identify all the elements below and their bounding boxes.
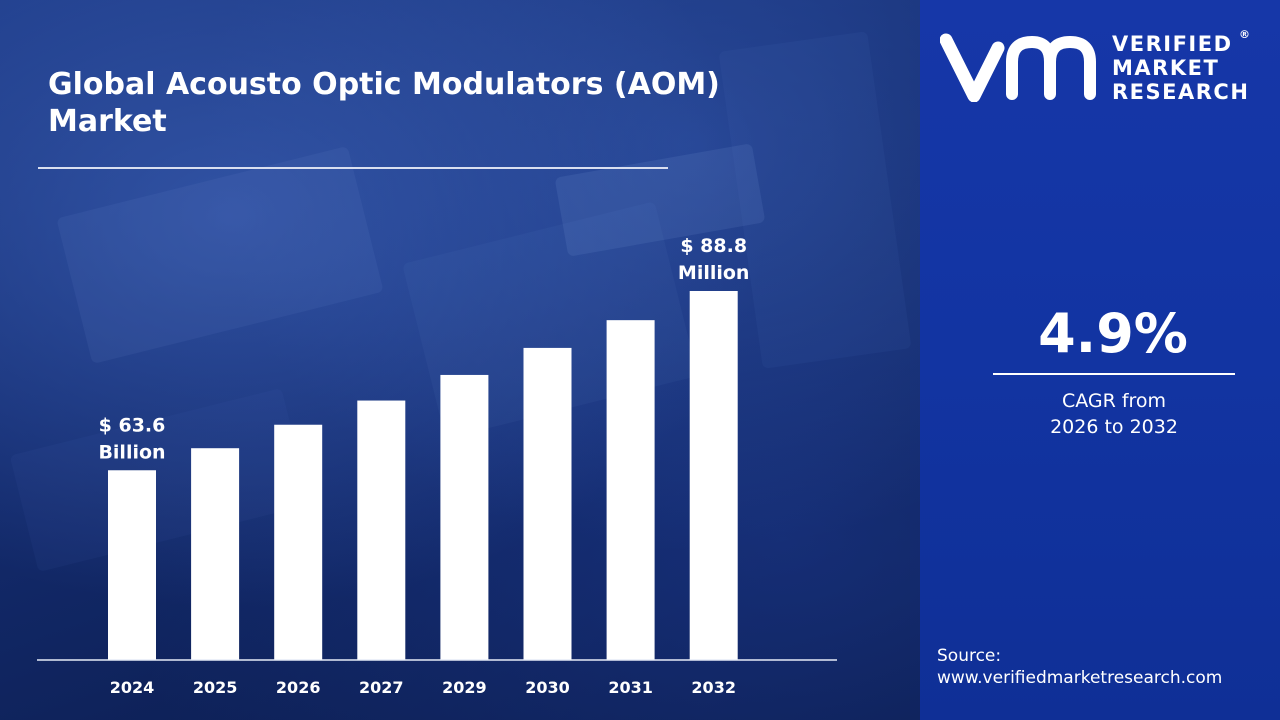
source-note: Source: www.verifiedmarketresearch.com <box>937 645 1222 689</box>
cagr-caption-line-1: CAGR from <box>1061 390 1167 412</box>
x-tick-label: 2024 <box>110 678 155 697</box>
cagr-caption: CAGR from 2026 to 2032 <box>920 388 1280 440</box>
brand-name: VERIFIED MARKET RESEARCH <box>1112 32 1249 104</box>
summary-panel: VERIFIED MARKET RESEARCH ® 4.9% CAGR fro… <box>920 0 1280 720</box>
data-label: Million <box>678 262 750 284</box>
bar-2032 <box>689 291 738 660</box>
source-url: www.verifiedmarketresearch.com <box>937 668 1223 688</box>
cagr-divider <box>993 373 1235 375</box>
bar-2031 <box>606 320 655 660</box>
x-tick-label: 2027 <box>359 678 404 697</box>
bar-2026 <box>274 424 323 660</box>
brand-line-1: VERIFIED <box>1112 32 1233 56</box>
source-label: Source: <box>937 646 1002 666</box>
chart-background-panel: Global Acousto Optic Modulators (AOM) Ma… <box>0 0 920 720</box>
x-tick-label: 2032 <box>691 678 736 697</box>
bar-chart: 2024 2025 2026 2027 2029 2030 2031 2032 $ 63.6 Bi… <box>37 235 837 697</box>
vmr-logo-icon <box>940 33 1096 102</box>
x-tick-label: 2029 <box>442 678 487 697</box>
data-label: $ 88.8 <box>680 235 747 257</box>
x-tick-label: 2030 <box>525 678 570 697</box>
chart-title: Global Acousto Optic Modulators (AOM) Ma… <box>48 67 720 139</box>
title-divider <box>38 167 668 169</box>
data-label: Billion <box>98 441 165 463</box>
registered-mark: ® <box>1239 28 1250 41</box>
bar-2029 <box>440 374 489 660</box>
cagr-value: 4.9% <box>1038 302 1188 365</box>
bar-2027 <box>357 400 406 660</box>
brand-line-3: RESEARCH <box>1112 80 1250 104</box>
bar-2024 <box>108 470 156 660</box>
cagr-caption-line-2: 2026 to 2032 <box>1050 416 1178 438</box>
x-tick-label: 2026 <box>276 678 321 697</box>
brand-line-2: MARKET <box>1112 56 1220 80</box>
data-label: $ 63.6 <box>99 414 166 436</box>
x-tick-label: 2025 <box>193 678 238 697</box>
bar-2030 <box>523 347 572 660</box>
bar-2025 <box>191 448 240 660</box>
x-tick-label: 2031 <box>608 678 653 697</box>
